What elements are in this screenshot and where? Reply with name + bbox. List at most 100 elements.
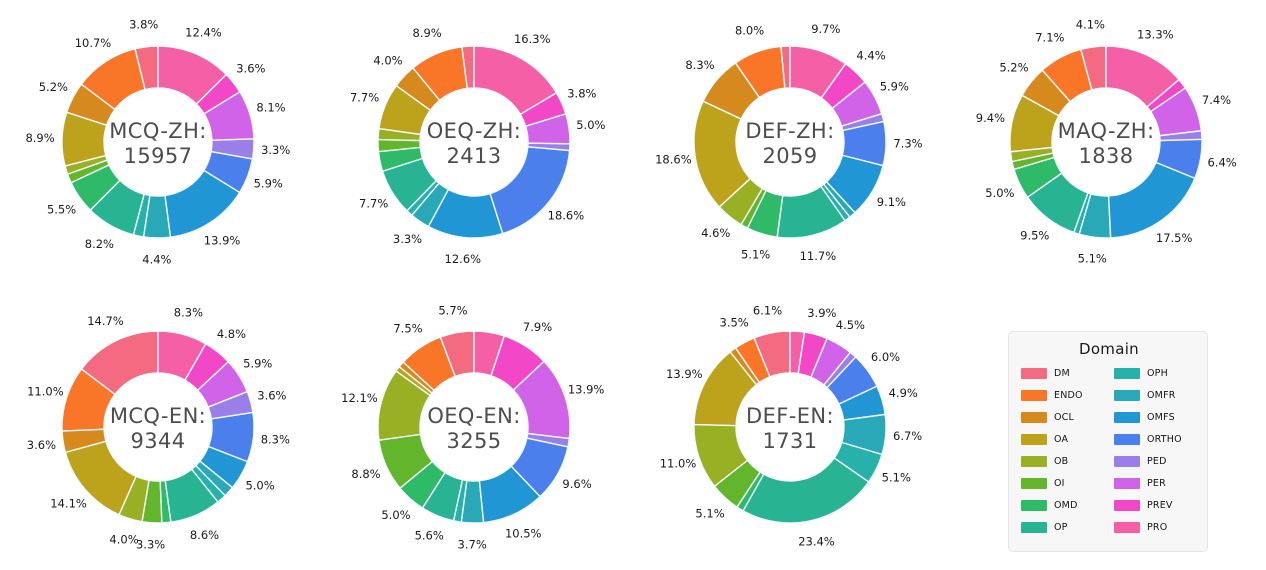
legend-item-op[interactable]: OP [1021, 518, 1104, 537]
slice-percent-label: 11.0% [660, 457, 697, 471]
legend-item-ortho[interactable]: ORTHO [1114, 430, 1197, 449]
donut-slice-per [196, 360, 248, 408]
slice-percent-label: 18.6% [548, 208, 585, 222]
donut-slice-ob [118, 475, 150, 523]
slice-percent-label: 18.6% [655, 152, 692, 166]
slice-percent-label: 5.0% [576, 118, 605, 132]
slice-percent-label: 4.4% [142, 252, 171, 266]
slice-percent-label: 8.1% [256, 101, 285, 115]
legend-item-ob[interactable]: OB [1021, 452, 1104, 471]
slice-percent-label: 12.1% [341, 391, 378, 405]
donut-svg: 5.7% 7.5% 12.1% 8.8% 5.0% 5.6% 3.7% 10.5% 9.6% 13… [341, 303, 604, 551]
slice-percent-label: 7.7% [350, 90, 379, 104]
donut-center-total: 1731 [762, 429, 817, 453]
legend-swatch-icon [1021, 368, 1047, 379]
legend-swatch-icon [1021, 478, 1047, 489]
slice-percent-label: 6.0% [871, 350, 900, 364]
donut-slice-omfs [427, 188, 504, 239]
legend-item-label: OCL [1054, 412, 1075, 423]
donut-panel-mcq-zh: 3.8% 10.7% 5.2% 8.9% 5.5% 8.2% 4.4% 13.9% 5.9% 3.… [0, 0, 316, 285]
donut-slice-endo [1041, 48, 1093, 103]
slice-percent-label: 17.5% [1156, 231, 1193, 245]
donut-slice-ob [718, 177, 764, 226]
donut-slice-per [512, 360, 571, 440]
slice-percent-label: 8.2% [85, 237, 114, 251]
slice-percent-label: 8.3% [261, 432, 290, 446]
slice-percent-label: 9.1% [877, 195, 906, 209]
slice-percent-label: 10.5% [505, 527, 542, 541]
donut-slice-ocl [61, 428, 107, 454]
legend-item-omd[interactable]: OMD [1021, 496, 1104, 515]
donut-slice-oph [833, 441, 883, 483]
donut-center-title: DEF-ZH: [745, 119, 834, 143]
donut-slice-ped [207, 390, 254, 420]
legend-item-oa[interactable]: OA [1021, 430, 1104, 449]
slice-percent-label: 3.6% [27, 438, 56, 452]
donut-slice-ped [210, 138, 255, 160]
donut-slice-per [831, 81, 883, 127]
legend-item-endo[interactable]: ENDO [1021, 386, 1104, 405]
slice-percent-label: 3.3% [136, 537, 165, 551]
donut-slice-omfs [825, 154, 884, 214]
slice-percent-label: 5.0% [381, 508, 410, 522]
donut-panel-oeq-en: 5.7% 7.5% 12.1% 8.8% 5.0% 5.6% 3.7% 10.5% 9.6% 13… [316, 285, 632, 570]
legend-item-omfs[interactable]: OMFS [1114, 408, 1197, 427]
donut-center-total: 1838 [1078, 144, 1133, 168]
legend-item-ocl[interactable]: OCL [1021, 408, 1104, 427]
donut-slice-omfs [199, 445, 249, 489]
donut-slice-omfs [838, 385, 886, 421]
legend-item-prev[interactable]: PREV [1114, 496, 1197, 515]
donut-slice-endo [734, 45, 786, 99]
donut-slice-pro [473, 330, 505, 377]
slice-percent-label: 7.5% [393, 322, 422, 336]
slice-percent-label: 8.9% [413, 26, 442, 40]
donut-slice-omd [377, 146, 424, 173]
legend-item-label: OI [1054, 478, 1065, 489]
slice-percent-label: 5.7% [438, 303, 467, 317]
slice-percent-label: 8.6% [190, 528, 219, 542]
slice-percent-label: 12.4% [185, 26, 222, 40]
legend-item-label: PED [1147, 456, 1167, 467]
donut-slice-omfr [1078, 193, 1112, 239]
slice-percent-label: 9.7% [811, 22, 840, 36]
donut-slice-per [810, 337, 851, 386]
donut-slice-ob [693, 423, 749, 488]
legend-item-per[interactable]: PER [1114, 474, 1197, 493]
legend-item-label: ORTHO [1147, 434, 1182, 445]
donut-slice-ortho [203, 150, 254, 194]
legend-swatch-icon [1021, 412, 1047, 423]
legend-item-dm[interactable]: DM [1021, 364, 1104, 383]
slice-percent-label: 7.1% [1035, 31, 1064, 45]
donut-panel-def-zh: 8.0% 8.3% 18.6% 4.6% 5.1% 11.7% 9.1% 7.3% 5.9% 4.… [632, 0, 948, 285]
donut-center-title: MCQ-EN: [110, 404, 206, 428]
donut-svg: 14.7% 11.0% 3.6% 14.1% 4.0%3.3% 8.6% 5.0% 8.3% 3… [27, 305, 290, 551]
legend-item-label: ENDO [1054, 390, 1083, 401]
donut-slice-per [203, 91, 255, 141]
legend-swatch-icon [1114, 368, 1140, 379]
donut-center-total: 2059 [762, 144, 817, 168]
donut-slice-pro [789, 330, 806, 375]
donut-center-total: 3255 [446, 429, 501, 453]
legend-item-oi[interactable]: OI [1021, 474, 1104, 493]
slice-percent-label: 5.9% [243, 356, 272, 370]
slice-percent-label: 9.4% [976, 111, 1005, 125]
donut-slice-omfr [841, 413, 887, 456]
legend-item-oph[interactable]: OPH [1114, 364, 1197, 383]
legend-swatch-icon [1114, 522, 1140, 533]
donut-slice-ocl [65, 83, 116, 127]
legend-item-ped[interactable]: PED [1114, 452, 1197, 471]
slice-percent-label: 5.5% [47, 202, 76, 216]
slice-percent-label: 4.1% [1076, 18, 1105, 32]
slice-percent-label: 4.8% [217, 327, 246, 341]
slice-percent-label: 5.1% [695, 506, 724, 520]
slice-percent-label: 8.3% [685, 58, 714, 72]
legend-item-omfr[interactable]: OMFR [1114, 386, 1197, 405]
donut-slice-prev [490, 335, 545, 391]
donut-slice-omfs [478, 465, 541, 524]
slice-percent-label: 5.1% [882, 471, 911, 485]
slice-percent-label: 3.3% [261, 143, 290, 157]
legend-item-pro[interactable]: PRO [1114, 518, 1197, 537]
donut-slice-ortho [510, 437, 569, 498]
slice-percent-label: 5.1% [741, 247, 770, 261]
